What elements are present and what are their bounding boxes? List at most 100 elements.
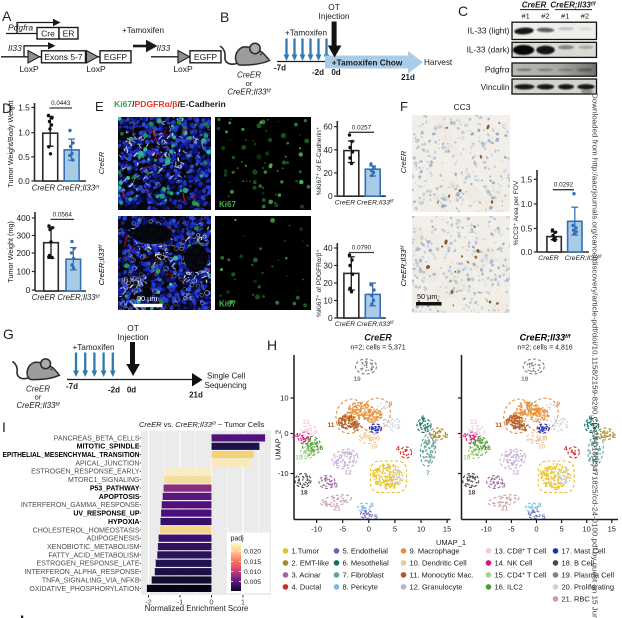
svg-text:CreER;Il33f/f: CreER;Il33f/f [57, 184, 100, 193]
svg-text:A: A [2, 8, 12, 24]
svg-text:2: 2 [445, 433, 449, 440]
svg-text:6: 6 [421, 415, 425, 422]
svg-text:B: B [220, 9, 229, 25]
svg-text:0.0564: 0.0564 [53, 211, 73, 218]
svg-text:8: 8 [538, 502, 542, 509]
svg-text:CreER: CreER [32, 184, 56, 193]
svg-text:300: 300 [16, 231, 30, 241]
svg-text:F: F [400, 99, 408, 114]
svg-text:%Ki67⁺ of E-Cadherin⁺: %Ki67⁺ of E-Cadherin⁺ [316, 126, 323, 195]
svg-text:0d: 0d [127, 386, 136, 395]
svg-text:3. Acinar: 3. Acinar [292, 571, 322, 580]
svg-text:30: 30 [323, 261, 333, 271]
svg-text:CreER: CreER [522, 1, 547, 10]
svg-text:UMAP_2: UMAP_2 [274, 430, 283, 460]
svg-text:Pdgfra: Pdgfra [8, 23, 33, 33]
svg-text:IL-33 (light): IL-33 (light) [468, 26, 510, 36]
svg-text:CreER;Il33f/f: CreER;Il33f/f [357, 320, 395, 328]
svg-text:40: 40 [323, 145, 333, 155]
svg-text:Ki67/PDGFRα/β/E-Cadherin: Ki67/PDGFRα/β/E-Cadherin [114, 99, 226, 109]
svg-text:Injection: Injection [319, 11, 350, 21]
svg-text:2: 2 [612, 433, 616, 440]
svg-text:%CC3⁺ Area per FOV: %CC3⁺ Area per FOV [513, 180, 520, 245]
svg-text:400: 400 [16, 213, 30, 223]
svg-text:#2: #2 [541, 12, 549, 21]
svg-text:14: 14 [291, 433, 299, 440]
svg-text:CreER: CreER [538, 255, 558, 262]
svg-text:C: C [458, 3, 468, 19]
svg-text:+Tamoxifen Chow: +Tamoxifen Chow [332, 58, 403, 68]
svg-text:5: 5 [393, 525, 397, 534]
svg-text:8: 8 [370, 502, 374, 509]
svg-text:0.5: 0.5 [18, 152, 30, 162]
svg-text:40: 40 [323, 243, 333, 253]
svg-text:0.5: 0.5 [521, 224, 533, 234]
svg-text:3: 3 [334, 483, 338, 490]
svg-text:OT: OT [127, 323, 139, 333]
svg-text:CreER;Il33f/f: CreER;Il33f/f [16, 401, 60, 410]
svg-text:20: 20 [323, 278, 333, 288]
svg-text:Il33: Il33 [8, 43, 22, 53]
svg-text:21d: 21d [401, 73, 415, 82]
svg-text:60: 60 [323, 122, 333, 132]
svg-text:n=2; cells = 4,816: n=2; cells = 4,816 [517, 345, 572, 352]
svg-text:+Tamoxifen: +Tamoxifen [122, 26, 165, 35]
svg-text:12: 12 [512, 470, 520, 477]
svg-text:18: 18 [300, 490, 308, 497]
svg-text:0.0: 0.0 [18, 176, 30, 186]
svg-text:-10: -10 [311, 525, 322, 534]
svg-text:10: 10 [583, 525, 591, 534]
svg-text:0.0257: 0.0257 [352, 124, 372, 131]
svg-text:17: 17 [541, 426, 549, 433]
svg-text:19: 19 [521, 376, 529, 383]
svg-text:-7d: -7d [66, 382, 78, 391]
svg-text:CreER: CreER [32, 293, 56, 302]
svg-text:11: 11 [328, 422, 335, 429]
svg-text:LoxP: LoxP [86, 64, 106, 74]
svg-text:CreER;Il33f/f: CreER;Il33f/f [97, 244, 106, 285]
svg-text:1.5: 1.5 [18, 103, 30, 113]
svg-text:+Tamoxifen: +Tamoxifen [72, 343, 115, 352]
svg-text:-2d: -2d [108, 386, 120, 395]
svg-text:1.0: 1.0 [18, 128, 30, 138]
svg-text:CreER: CreER [335, 321, 355, 328]
svg-text:13: 13 [302, 419, 310, 426]
svg-text:LoxP: LoxP [19, 64, 39, 74]
svg-text:CreER: CreER [26, 385, 50, 394]
svg-text:9. Macrophage: 9. Macrophage [410, 547, 460, 556]
svg-text:Vinculin: Vinculin [481, 82, 510, 92]
svg-text:1: 1 [539, 470, 543, 477]
svg-text:0.0292: 0.0292 [554, 182, 574, 189]
svg-text:16: 16 [484, 445, 492, 452]
svg-text:200: 200 [16, 248, 30, 258]
svg-text:-2d: -2d [312, 68, 324, 77]
svg-text:5: 5 [560, 525, 564, 534]
svg-text:0: 0 [284, 429, 288, 438]
svg-text:Single Cell: Single Cell [207, 372, 245, 381]
svg-text:50 µm: 50 µm [417, 292, 437, 301]
svg-text:5: 5 [542, 514, 546, 521]
svg-text:10: 10 [370, 444, 378, 451]
svg-text:17: 17 [373, 426, 381, 433]
svg-text:-5: -5 [339, 525, 346, 534]
svg-text:16: 16 [316, 445, 324, 452]
svg-text:Ki67: Ki67 [219, 300, 236, 309]
svg-text:H: H [267, 337, 277, 353]
svg-text:18. B Cell: 18. B Cell [562, 559, 595, 568]
svg-text:1.0: 1.0 [521, 199, 533, 209]
svg-text:1.5: 1.5 [521, 174, 533, 184]
svg-text:%Ki67⁺ of PDGFRα/β⁺: %Ki67⁺ of PDGFRα/β⁺ [316, 249, 323, 317]
svg-text:0.0: 0.0 [521, 247, 533, 257]
svg-text:EGFP: EGFP [194, 52, 217, 62]
svg-text:Tumor Weight (mg): Tumor Weight (mg) [6, 221, 15, 283]
svg-text:#2: #2 [581, 12, 589, 21]
svg-text:16. ILC2: 16. ILC2 [495, 583, 523, 592]
svg-text:0d: 0d [331, 68, 340, 77]
svg-text:-10: -10 [481, 525, 492, 534]
svg-text:21d: 21d [189, 391, 203, 400]
svg-text:CreER: CreER [237, 71, 261, 80]
svg-text:10: 10 [538, 444, 546, 451]
svg-text:1.Tumor: 1.Tumor [292, 547, 320, 556]
svg-text:E: E [95, 99, 104, 114]
svg-text:4: 4 [396, 446, 400, 453]
